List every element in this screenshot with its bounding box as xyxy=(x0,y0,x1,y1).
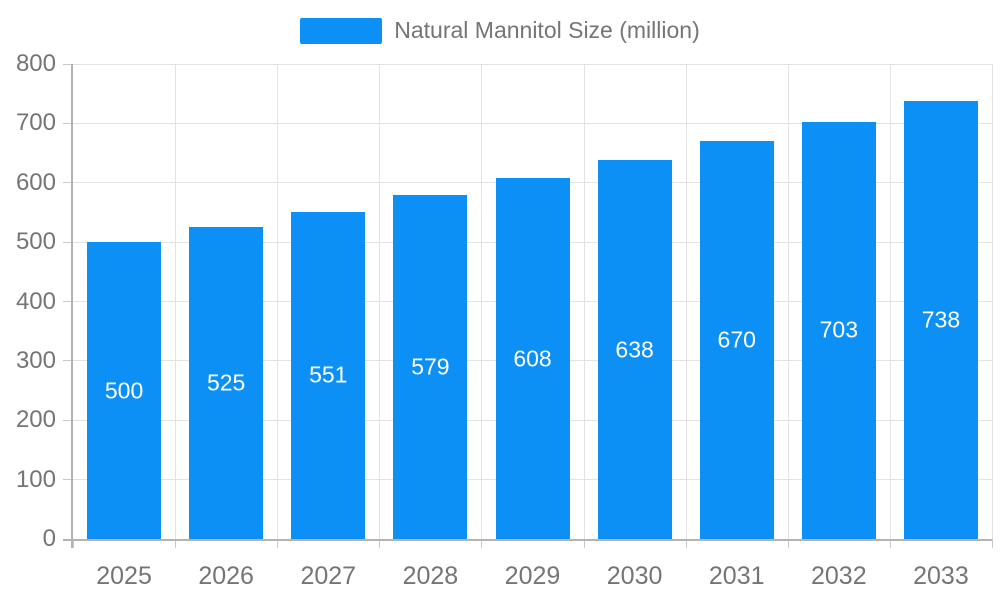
x-axis-label: 2025 xyxy=(96,562,152,590)
x-axis-tick xyxy=(277,539,279,548)
y-axis-tick xyxy=(63,360,73,362)
bar-2028[interactable] xyxy=(393,195,468,539)
y-axis-tick xyxy=(63,479,73,481)
y-axis-label: 800 xyxy=(15,50,56,77)
y-axis-tick xyxy=(63,63,73,65)
bar-2033[interactable] xyxy=(903,100,978,539)
x-gridline xyxy=(583,64,585,539)
bar-value-label: 738 xyxy=(921,306,961,333)
x-gridline xyxy=(787,64,789,539)
x-axis-label: 2032 xyxy=(811,562,867,590)
y-axis-tick xyxy=(63,122,73,124)
y-gridline xyxy=(73,63,992,65)
x-gridline xyxy=(379,64,381,539)
y-axis-label: 300 xyxy=(15,346,56,374)
y-axis-line xyxy=(71,64,73,548)
x-gridline xyxy=(685,64,687,539)
y-axis-label: 0 xyxy=(42,525,56,552)
x-axis-tick xyxy=(73,539,74,548)
x-gridline xyxy=(175,64,177,539)
x-axis-label: 2028 xyxy=(402,562,459,590)
x-axis-label: 2026 xyxy=(198,562,254,590)
x-axis-tick xyxy=(481,539,483,548)
bar-value-label: 500 xyxy=(104,377,144,404)
bar-value-label: 670 xyxy=(717,326,756,353)
bar-2030[interactable] xyxy=(597,160,672,539)
x-axis-label: 2027 xyxy=(300,562,357,590)
y-axis-label: 200 xyxy=(15,406,56,434)
legend-item[interactable]: Natural Mannitol Size (million) xyxy=(0,17,1000,44)
legend-swatch-icon xyxy=(300,17,383,44)
x-axis-tick xyxy=(992,539,993,548)
x-axis-tick xyxy=(583,539,585,548)
bar-value-label: 579 xyxy=(411,353,450,380)
bar-value-label: 638 xyxy=(615,336,654,363)
legend-label: Natural Mannitol Size (million) xyxy=(394,17,700,43)
x-gridline xyxy=(992,64,993,539)
x-axis-tick xyxy=(175,539,177,548)
x-axis-tick xyxy=(787,539,789,548)
bar-value-label: 551 xyxy=(309,361,348,388)
y-axis-label: 700 xyxy=(15,109,56,137)
x-axis-tick xyxy=(379,539,381,548)
x-gridline xyxy=(481,64,483,539)
x-axis-label: 2029 xyxy=(504,562,561,590)
bar-2026[interactable] xyxy=(189,227,264,539)
y-axis-tick xyxy=(63,301,73,302)
y-gridline xyxy=(73,122,992,124)
x-axis-label: 2033 xyxy=(913,562,969,590)
x-gridline xyxy=(277,64,279,539)
y-axis-label: 400 xyxy=(15,287,56,315)
bar-2025[interactable] xyxy=(87,242,162,539)
x-gridline xyxy=(889,64,891,539)
y-axis-label: 100 xyxy=(15,465,56,493)
y-axis-label: 600 xyxy=(15,168,56,196)
x-axis-tick xyxy=(685,539,687,548)
x-axis-label: 2030 xyxy=(606,562,663,590)
y-axis-tick xyxy=(63,419,73,421)
y-axis-tick xyxy=(63,182,73,184)
bar-2029[interactable] xyxy=(495,178,570,539)
y-axis-tick xyxy=(63,241,73,243)
bar-2031[interactable] xyxy=(699,141,774,539)
bar-2027[interactable] xyxy=(291,211,366,539)
bar-value-label: 525 xyxy=(206,369,246,396)
y-axis-label: 500 xyxy=(15,228,56,256)
x-axis-tick xyxy=(889,539,891,548)
x-axis-label: 2031 xyxy=(708,562,765,590)
bar-value-label: 608 xyxy=(513,345,552,371)
x-axis-line xyxy=(63,539,992,541)
bar-value-label: 703 xyxy=(819,316,859,343)
bar-2032[interactable] xyxy=(801,121,876,539)
